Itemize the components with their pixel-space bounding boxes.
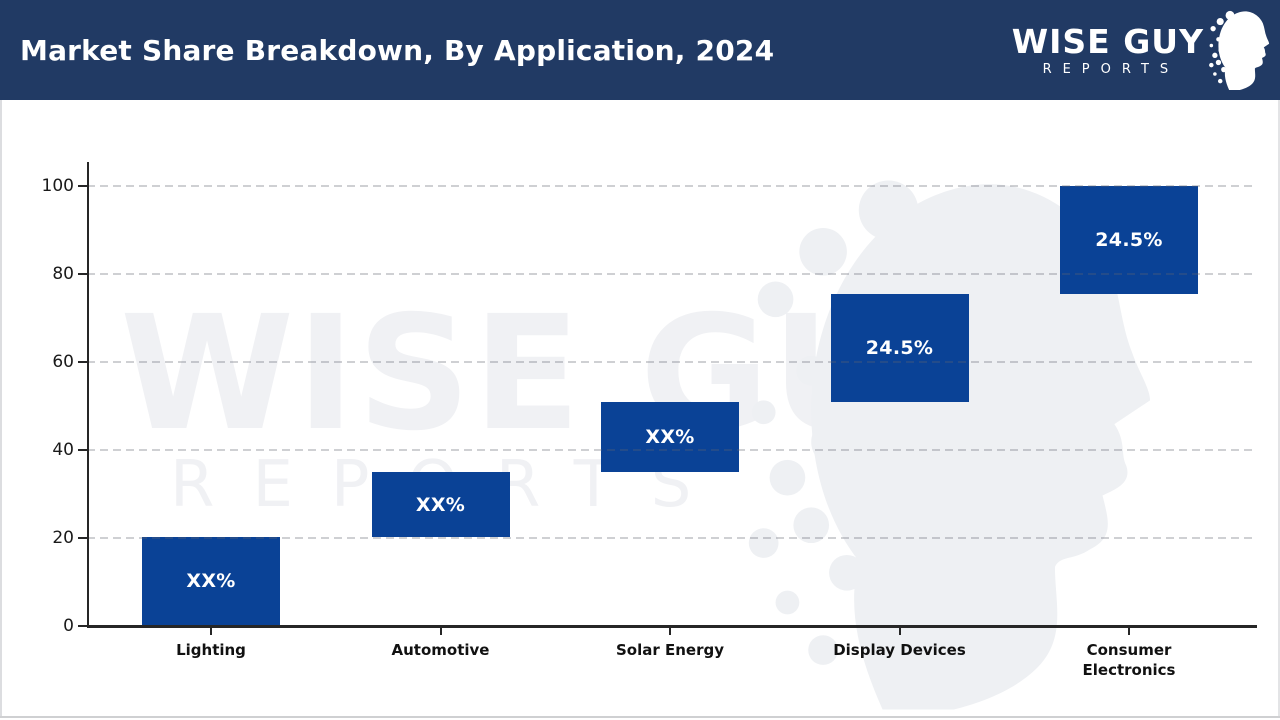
bottom-border-line [0, 716, 1280, 718]
y-tick-label: 100 [41, 176, 74, 196]
y-tick-label: 80 [52, 264, 74, 284]
brand-logo-text: WISE GUY REPORTS [1011, 21, 1204, 77]
brand-subtitle: REPORTS [1042, 61, 1180, 77]
y-tick-label: 20 [52, 528, 74, 548]
y-tick-mark [78, 185, 87, 187]
y-axis-line [87, 162, 89, 628]
category-label: Display Devices [833, 641, 966, 659]
gridline-100 [87, 185, 1255, 187]
x-tick-mark [669, 627, 671, 635]
y-tick-label: 0 [63, 616, 74, 636]
y-tick-mark [78, 537, 87, 539]
left-border-line [0, 100, 2, 718]
brand-name: WISE GUY [1011, 21, 1204, 61]
bar-value-label: XX% [186, 570, 236, 593]
gridline-60 [87, 361, 1255, 363]
y-tick-label: 60 [52, 352, 74, 372]
x-tick-mark [210, 627, 212, 635]
bar-display-devices: 24.5% [830, 293, 969, 402]
y-tick-mark [78, 273, 87, 275]
page-header: Market Share Breakdown, By Application, … [0, 0, 1280, 100]
bar-value-label: 24.5% [865, 336, 934, 359]
bar-lighting: XX% [142, 536, 280, 626]
gridline-40 [87, 449, 1255, 451]
bar-consumer-electronics: 24.5% [1060, 186, 1198, 294]
gridline-20 [87, 537, 1255, 539]
y-tick-mark [78, 361, 87, 363]
wiseguy-face-icon [1209, 10, 1270, 90]
x-axis-line [87, 625, 1257, 628]
bar-value-label: XX% [415, 493, 466, 516]
bar-automotive: XX% [371, 472, 510, 537]
y-tick-mark [78, 625, 87, 627]
y-tick-label: 40 [52, 440, 74, 460]
x-tick-mark [898, 627, 901, 635]
chart-plot: XX% Lighting XX% Automotive XX% Solar Energy 2… [0, 100, 1280, 720]
gridline-80 [87, 273, 1255, 275]
brand-logo: WISE GUY REPORTS [1012, 0, 1270, 100]
category-label: Solar Energy [615, 641, 724, 659]
category-label: Automotive [391, 641, 490, 659]
x-tick-mark [1128, 627, 1130, 635]
category-label: Lighting [176, 641, 246, 659]
bar-solar-energy: XX% [601, 401, 739, 473]
bar-value-label: XX% [645, 426, 695, 448]
x-tick-mark [439, 627, 442, 635]
bar-value-label: 24.5% [1095, 228, 1163, 251]
page-title: Market Share Breakdown, By Application, … [20, 33, 775, 67]
category-label: Consumer Electronics [1082, 641, 1176, 679]
right-border-line [1278, 100, 1280, 718]
y-tick-mark [78, 449, 87, 451]
